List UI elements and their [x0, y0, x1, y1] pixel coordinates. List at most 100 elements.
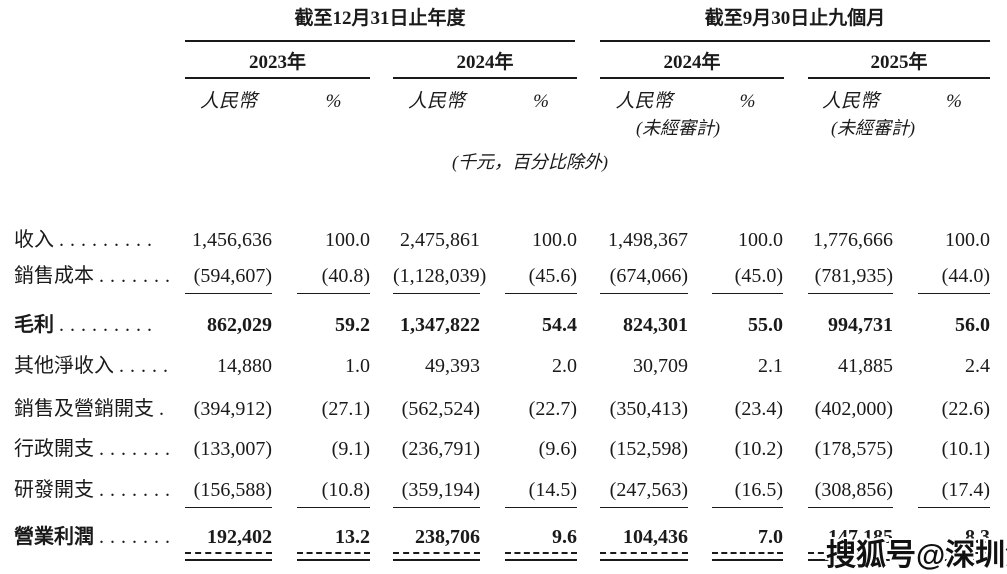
- cell-value: 2.4: [965, 355, 990, 377]
- rule-line: [505, 507, 577, 508]
- column-header-percent: %: [325, 91, 342, 112]
- year-rule: [185, 77, 370, 79]
- cell-value: (133,007): [193, 438, 272, 460]
- units-note: (千元，百分比除外): [452, 152, 608, 172]
- year-rule: [600, 77, 784, 79]
- cell-value: (45.0): [734, 265, 783, 287]
- row-label: 銷售及營銷開支: [14, 398, 154, 420]
- double-rule-line: [297, 552, 370, 561]
- cell-value: 30,709: [633, 355, 688, 377]
- cell-value: 1,456,636: [192, 229, 272, 251]
- cell-value: 100.0: [532, 229, 577, 251]
- cell-value: 13.2: [335, 526, 370, 548]
- period-group-title-annual: 截至12月31日止年度: [294, 8, 466, 29]
- cell-value: 1,498,367: [608, 229, 688, 251]
- cell-value: 59.2: [335, 314, 370, 336]
- rule-line: [185, 293, 272, 294]
- table-row-rd-expenses: 研發開支....... (156,588) (10.8) (359,194) (…: [14, 478, 990, 502]
- year-rule: [808, 77, 990, 79]
- column-header-rmb: 人民幣: [407, 91, 465, 112]
- year-header-2025: 2025年: [870, 52, 928, 73]
- table-row-selling-marketing-expenses: 銷售及營銷開支. (394,912) (27.1) (562,524) (22.…: [14, 397, 990, 421]
- double-rule-line: [505, 552, 577, 561]
- cell-value: 1.0: [345, 355, 370, 377]
- cell-value: 994,731: [828, 314, 893, 336]
- cell-value: (178,575): [814, 438, 893, 460]
- cell-value: (152,598): [609, 438, 688, 460]
- cell-value: (156,588): [193, 479, 272, 501]
- group-rule: [600, 40, 990, 42]
- cell-value: 1,776,666: [813, 229, 893, 251]
- cell-value: 14,880: [217, 355, 272, 377]
- row-label: 收入: [14, 229, 54, 251]
- cell-value: (16.5): [734, 479, 783, 501]
- cell-value: (27.1): [321, 398, 370, 420]
- cell-value: 100.0: [325, 229, 370, 251]
- leader-dots: .......: [99, 265, 176, 287]
- cell-value: 1,347,822: [400, 314, 480, 336]
- cell-value: 49,393: [425, 355, 480, 377]
- row-label-cell: 銷售成本.......: [14, 264, 185, 288]
- row-label: 行政開支: [14, 438, 94, 460]
- column-header-rmb: 人民幣: [821, 91, 879, 112]
- cell-value: (359,194): [401, 479, 480, 501]
- table-row-gross-profit: 毛利......... 862,029 59.2 1,347,822 54.4 …: [14, 313, 990, 337]
- cell-value: (10.2): [734, 438, 783, 460]
- cell-value: 100.0: [738, 229, 783, 251]
- leader-dots: .........: [59, 229, 158, 251]
- row-label-cell: 收入.........: [14, 228, 185, 252]
- rule-line: [600, 293, 688, 294]
- period-group-title-nine-months: 截至9月30日止九個月: [704, 8, 886, 29]
- column-header-percent: %: [739, 91, 756, 112]
- cell-value: (394,912): [193, 398, 272, 420]
- rule-line: [393, 293, 480, 294]
- cell-value: 55.0: [748, 314, 783, 336]
- row-label: 其他淨收入: [14, 355, 114, 377]
- column-header-percent: %: [946, 91, 962, 112]
- row-label-cell: 毛利.........: [14, 313, 185, 337]
- row-label-cell: 行政開支.......: [14, 437, 185, 461]
- cell-value: (562,524): [401, 398, 480, 420]
- double-rule-line: [712, 552, 783, 561]
- cell-value: 54.4: [542, 314, 577, 336]
- row-label-cell: 銷售及營銷開支.: [14, 397, 185, 421]
- row-label: 營業利潤: [14, 526, 94, 548]
- cell-value: 192,402: [207, 526, 272, 548]
- unaudited-note: (未經審計): [831, 118, 915, 138]
- rule-line: [297, 507, 370, 508]
- cell-value: (594,607): [193, 265, 272, 287]
- row-label: 銷售成本: [14, 265, 94, 287]
- double-rule-line: [918, 552, 990, 561]
- cell-value: (236,791): [401, 438, 480, 460]
- cell-value: (247,563): [609, 479, 688, 501]
- column-header-rmb: 人民幣: [199, 91, 257, 112]
- table-row-revenue: 收入......... 1,456,636 100.0 2,475,861 10…: [14, 228, 990, 252]
- table-row-administrative-expenses: 行政開支....... (133,007) (9.1) (236,791) (9…: [14, 437, 990, 461]
- cell-value: (9.6): [538, 438, 577, 460]
- cell-value: 8.3: [965, 526, 990, 548]
- cell-value: 2,475,861: [400, 229, 480, 251]
- cell-value: 2.0: [552, 355, 577, 377]
- cell-value: (17.4): [941, 479, 990, 501]
- sohu-watermark: 搜狐号@深圳湾: [826, 539, 1007, 572]
- double-rule-line: [185, 552, 272, 561]
- rule-line: [918, 293, 990, 294]
- cell-value: 104,436: [623, 526, 688, 548]
- double-rule-line: [393, 552, 480, 561]
- rule-line: [393, 507, 480, 508]
- cell-value: (402,000): [814, 398, 893, 420]
- table-row-cost-of-sales: 銷售成本....... (594,607) (40.8) (1,128,039)…: [14, 264, 990, 288]
- rule-line: [712, 293, 783, 294]
- rule-line: [297, 293, 370, 294]
- group-rule: [185, 40, 575, 42]
- table-row-other-net-income: 其他淨收入..... 14,880 1.0 49,393 2.0 30,709 …: [14, 354, 990, 378]
- column-header-percent: %: [533, 91, 549, 112]
- row-label: 毛利: [14, 314, 54, 336]
- row-label-cell: 營業利潤.......: [14, 525, 185, 549]
- cell-value: 100.0: [945, 229, 990, 251]
- year-header-2023: 2023年: [248, 52, 306, 73]
- cell-value: 147,185: [828, 526, 893, 548]
- leader-dots: .........: [59, 314, 158, 336]
- cell-value: (23.4): [734, 398, 783, 420]
- cell-value: (308,856): [814, 479, 893, 501]
